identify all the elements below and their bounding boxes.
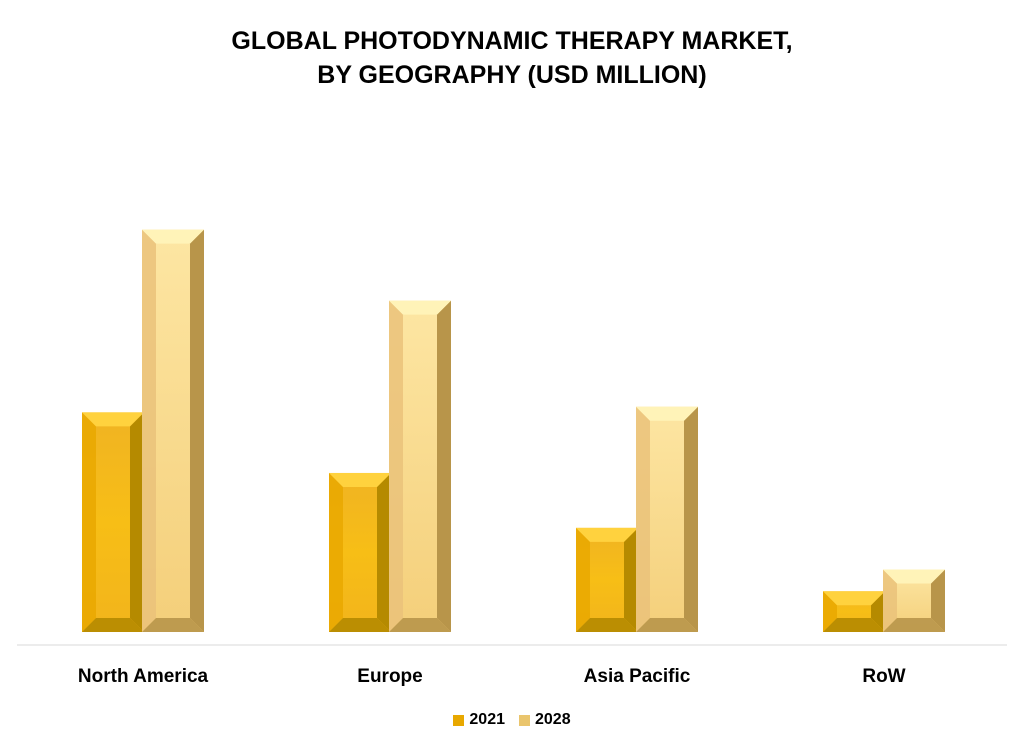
- bar-top: [823, 591, 885, 606]
- legend-label-2021: 2021: [469, 711, 505, 728]
- bar-bottom: [142, 618, 204, 632]
- bar-2021-europe: [329, 472, 391, 632]
- title-line-2: BY GEOGRAPHY (USD MILLION): [317, 61, 707, 89]
- bar-2028-row: [883, 569, 945, 632]
- bar-side-right: [931, 569, 945, 632]
- bar-bottom: [823, 618, 885, 632]
- title-line-1: GLOBAL PHOTODYNAMIC THERAPY MARKET,: [231, 27, 793, 55]
- bar-2021-row: [823, 591, 885, 632]
- legend: 2021 2028: [0, 711, 1024, 729]
- bar-top: [389, 300, 451, 315]
- bar-bottom: [329, 618, 391, 632]
- bar-side-right: [684, 406, 698, 632]
- bar-2028-north-america: [142, 229, 204, 632]
- bar-side-right: [437, 300, 451, 632]
- bar-2021-asia-pacific: [576, 527, 638, 632]
- bar-side-left: [389, 300, 403, 632]
- bar-side-left: [576, 527, 590, 632]
- bar-side-left: [823, 591, 837, 632]
- bar-bottom: [576, 618, 638, 632]
- bar-side-right: [377, 472, 391, 632]
- bar-side-right: [871, 591, 885, 632]
- bar-top: [82, 412, 144, 427]
- category-label: RoW: [862, 666, 905, 687]
- category-label: North America: [78, 666, 209, 687]
- bar-side-right: [190, 229, 204, 632]
- legend-item-2021: 2021: [453, 711, 505, 729]
- bar-bottom: [883, 618, 945, 632]
- bar-top: [329, 472, 391, 487]
- bar-2021-north-america: [82, 412, 144, 632]
- bar-bottom: [82, 618, 144, 632]
- bar-top: [883, 569, 945, 584]
- bar-top: [636, 406, 698, 421]
- bar-side-left: [142, 229, 156, 632]
- category-label: Europe: [357, 666, 422, 687]
- legend-swatch-2028: [519, 714, 530, 726]
- bar-side-left: [636, 406, 650, 632]
- chart-title: GLOBAL PHOTODYNAMIC THERAPY MARKET, BY G…: [0, 24, 1024, 92]
- bar-2028-asia-pacific: [636, 406, 698, 632]
- bar-side-left: [82, 412, 96, 632]
- legend-swatch-2021: [453, 714, 465, 726]
- category-label: Asia Pacific: [584, 666, 691, 687]
- bar-2028-europe: [389, 300, 451, 632]
- bar-side-left: [883, 569, 897, 632]
- bar-side-left: [329, 472, 343, 632]
- legend-label-2028: 2028: [535, 711, 571, 728]
- legend-item-2028: 2028: [519, 711, 571, 729]
- bar-top: [576, 527, 638, 542]
- bar-bottom: [636, 618, 698, 632]
- bar-side-right: [130, 412, 144, 632]
- bar-top: [142, 229, 204, 244]
- bar-side-right: [624, 527, 638, 632]
- bar-bottom: [389, 618, 451, 632]
